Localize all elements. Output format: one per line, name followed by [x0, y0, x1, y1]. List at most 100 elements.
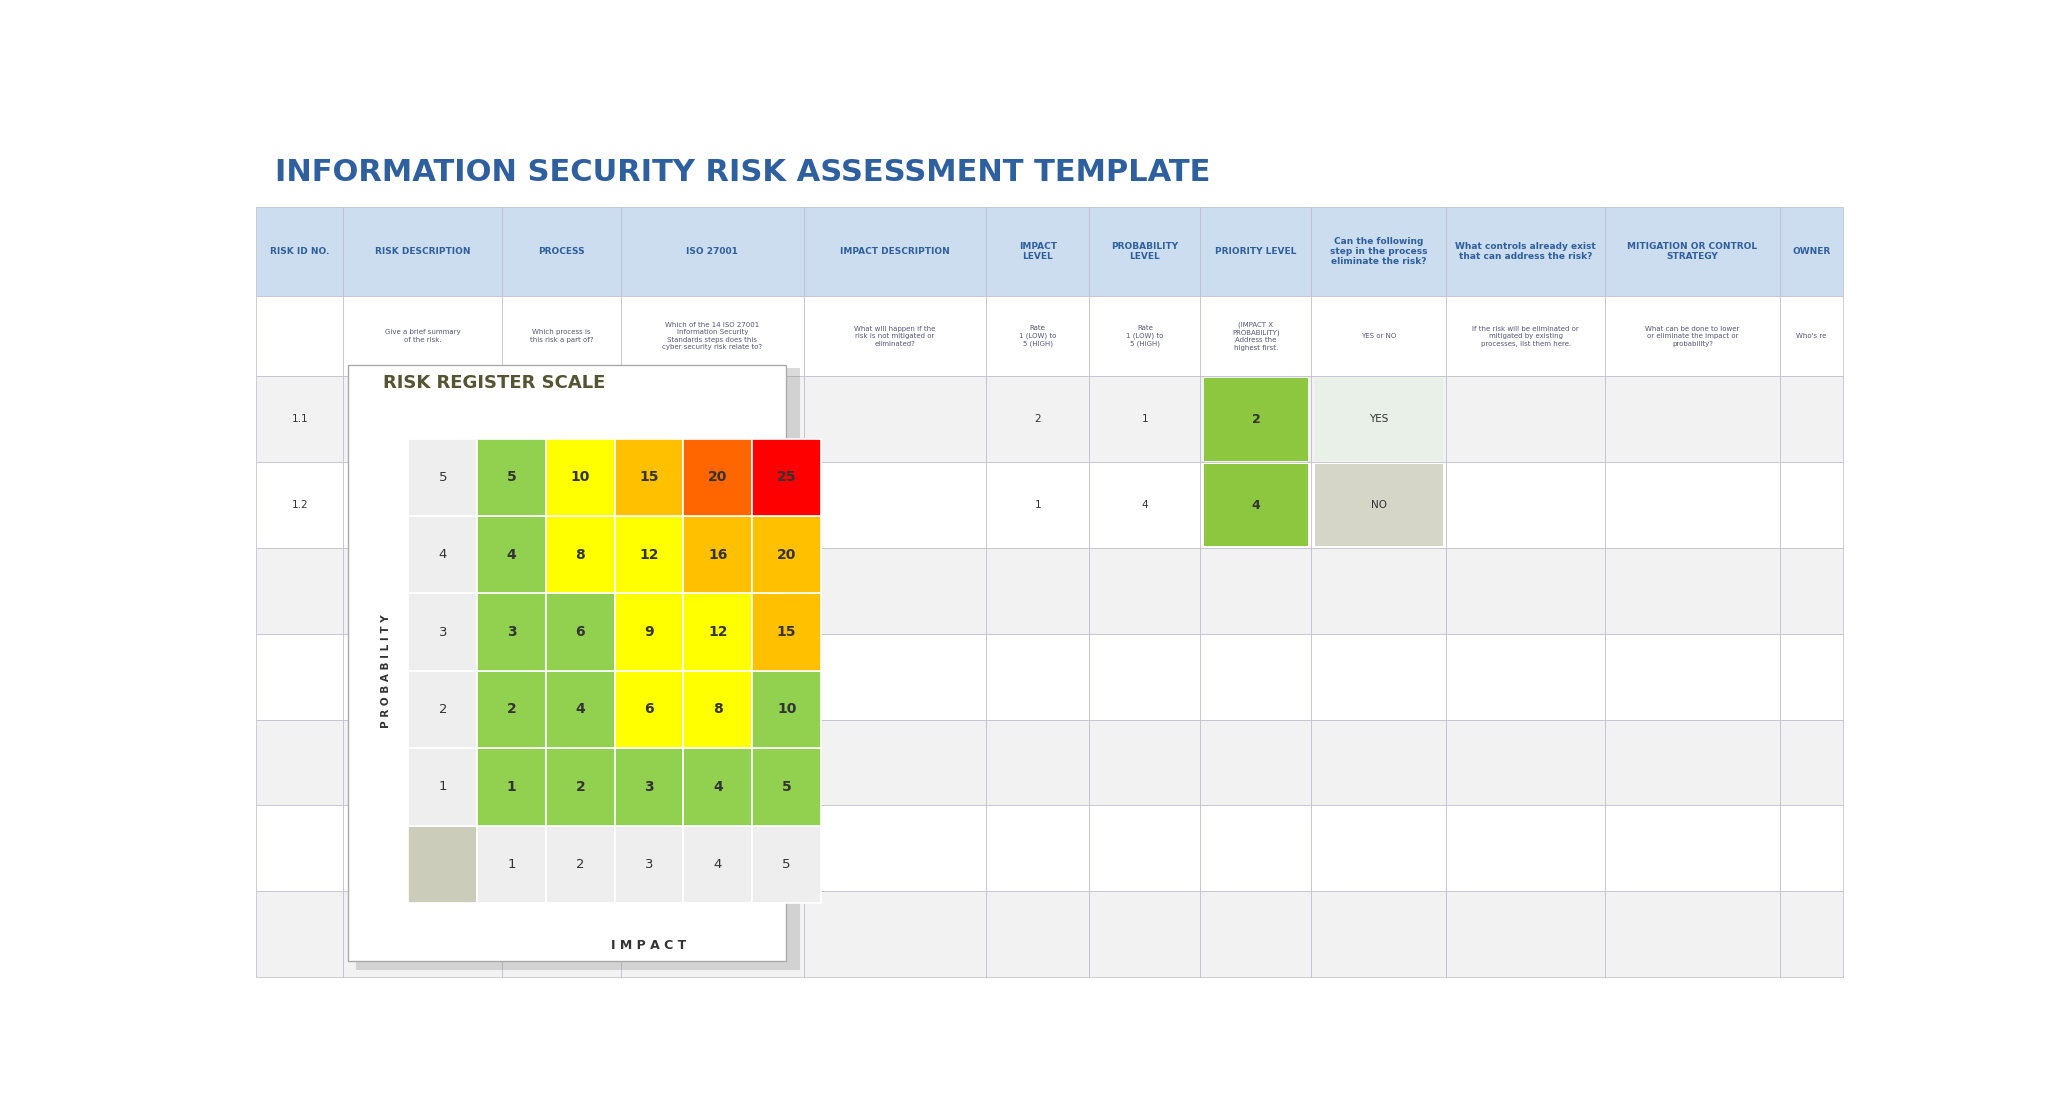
- Bar: [684, 516, 752, 593]
- Bar: [477, 439, 547, 516]
- Bar: [621, 719, 803, 805]
- Bar: [803, 462, 987, 548]
- Bar: [614, 593, 684, 670]
- Bar: [1446, 891, 1606, 977]
- Bar: [502, 207, 621, 296]
- Text: IMPACT DESCRIPTION: IMPACT DESCRIPTION: [840, 247, 950, 256]
- Bar: [621, 805, 803, 891]
- Bar: [1606, 548, 1780, 633]
- Text: What controls already exist
that can address the risk?: What controls already exist that can add…: [1456, 241, 1595, 261]
- Text: What can be done to lower
or eliminate the impact or
probability?: What can be done to lower or eliminate t…: [1645, 325, 1739, 346]
- Bar: [1606, 633, 1780, 719]
- Bar: [344, 719, 502, 805]
- Bar: [1446, 207, 1606, 296]
- Text: Who's re: Who's re: [1796, 333, 1827, 340]
- Bar: [1090, 376, 1200, 462]
- Text: 4: 4: [713, 780, 723, 794]
- Bar: [987, 633, 1090, 719]
- Text: 4: 4: [1141, 500, 1149, 510]
- Bar: [547, 439, 614, 516]
- Bar: [344, 805, 502, 891]
- Bar: [1315, 379, 1444, 460]
- Bar: [752, 670, 821, 748]
- Bar: [408, 516, 477, 593]
- Text: 10: 10: [571, 470, 590, 484]
- Text: MITIGATION OR CONTROL
STRATEGY: MITIGATION OR CONTROL STRATEGY: [1628, 241, 1757, 261]
- Bar: [1606, 376, 1780, 462]
- Text: Rate
1 (LOW) to
5 (HIGH): Rate 1 (LOW) to 5 (HIGH): [1020, 325, 1057, 347]
- Bar: [477, 748, 547, 825]
- Bar: [1606, 462, 1780, 548]
- Bar: [256, 548, 344, 633]
- Text: 5: 5: [782, 858, 791, 871]
- Bar: [1311, 296, 1446, 376]
- Bar: [1311, 719, 1446, 805]
- Bar: [1446, 462, 1606, 548]
- Bar: [502, 296, 621, 376]
- Bar: [502, 376, 621, 462]
- Bar: [621, 376, 803, 462]
- Text: 8: 8: [575, 547, 586, 562]
- Text: 20: 20: [776, 547, 797, 562]
- Bar: [256, 633, 344, 719]
- Bar: [502, 719, 621, 805]
- Bar: [684, 439, 752, 516]
- Bar: [1780, 207, 1843, 296]
- Bar: [684, 670, 752, 748]
- Text: INFORMATION SECURITY RISK ASSESSMENT TEMPLATE: INFORMATION SECURITY RISK ASSESSMENT TEM…: [274, 159, 1210, 188]
- Text: Can the following
step in the process
eliminate the risk?: Can the following step in the process el…: [1331, 237, 1427, 266]
- Bar: [1606, 296, 1780, 376]
- Bar: [1311, 633, 1446, 719]
- Bar: [1446, 719, 1606, 805]
- Text: 12: 12: [709, 626, 727, 639]
- Text: 3: 3: [645, 780, 653, 794]
- Bar: [256, 207, 344, 296]
- Bar: [1606, 805, 1780, 891]
- Text: 3: 3: [506, 626, 516, 639]
- Text: 25: 25: [776, 470, 797, 484]
- Text: YES or NO: YES or NO: [1362, 333, 1397, 340]
- Bar: [1446, 296, 1606, 376]
- Bar: [1780, 376, 1843, 462]
- Bar: [344, 296, 502, 376]
- Bar: [256, 296, 344, 376]
- Bar: [502, 805, 621, 891]
- Bar: [1311, 207, 1446, 296]
- Bar: [547, 593, 614, 670]
- Bar: [803, 207, 987, 296]
- Text: 6: 6: [645, 703, 653, 716]
- Bar: [752, 439, 821, 516]
- Bar: [614, 439, 684, 516]
- Bar: [344, 376, 502, 462]
- Text: I M P A C T: I M P A C T: [612, 939, 686, 953]
- Bar: [684, 593, 752, 670]
- Text: 1: 1: [506, 780, 516, 794]
- Bar: [1780, 462, 1843, 548]
- Bar: [1090, 891, 1200, 977]
- Bar: [987, 376, 1090, 462]
- Text: P R O B A B I L I T Y: P R O B A B I L I T Y: [381, 614, 391, 727]
- Bar: [1090, 548, 1200, 633]
- Bar: [1311, 548, 1446, 633]
- Bar: [1780, 548, 1843, 633]
- Bar: [1780, 891, 1843, 977]
- Text: 1.1: 1.1: [291, 414, 307, 424]
- Bar: [256, 805, 344, 891]
- Bar: [803, 719, 987, 805]
- Bar: [987, 548, 1090, 633]
- Bar: [987, 805, 1090, 891]
- Bar: [1606, 719, 1780, 805]
- Bar: [1200, 376, 1311, 462]
- Bar: [803, 633, 987, 719]
- Bar: [752, 593, 821, 670]
- Bar: [408, 593, 477, 670]
- Bar: [256, 891, 344, 977]
- Bar: [502, 462, 621, 548]
- Text: 1: 1: [508, 858, 516, 871]
- Bar: [621, 891, 803, 977]
- Text: 1: 1: [1141, 414, 1149, 424]
- Text: ISO 27001: ISO 27001: [686, 247, 737, 256]
- Bar: [1606, 891, 1780, 977]
- Text: 8: 8: [713, 703, 723, 716]
- Bar: [344, 207, 502, 296]
